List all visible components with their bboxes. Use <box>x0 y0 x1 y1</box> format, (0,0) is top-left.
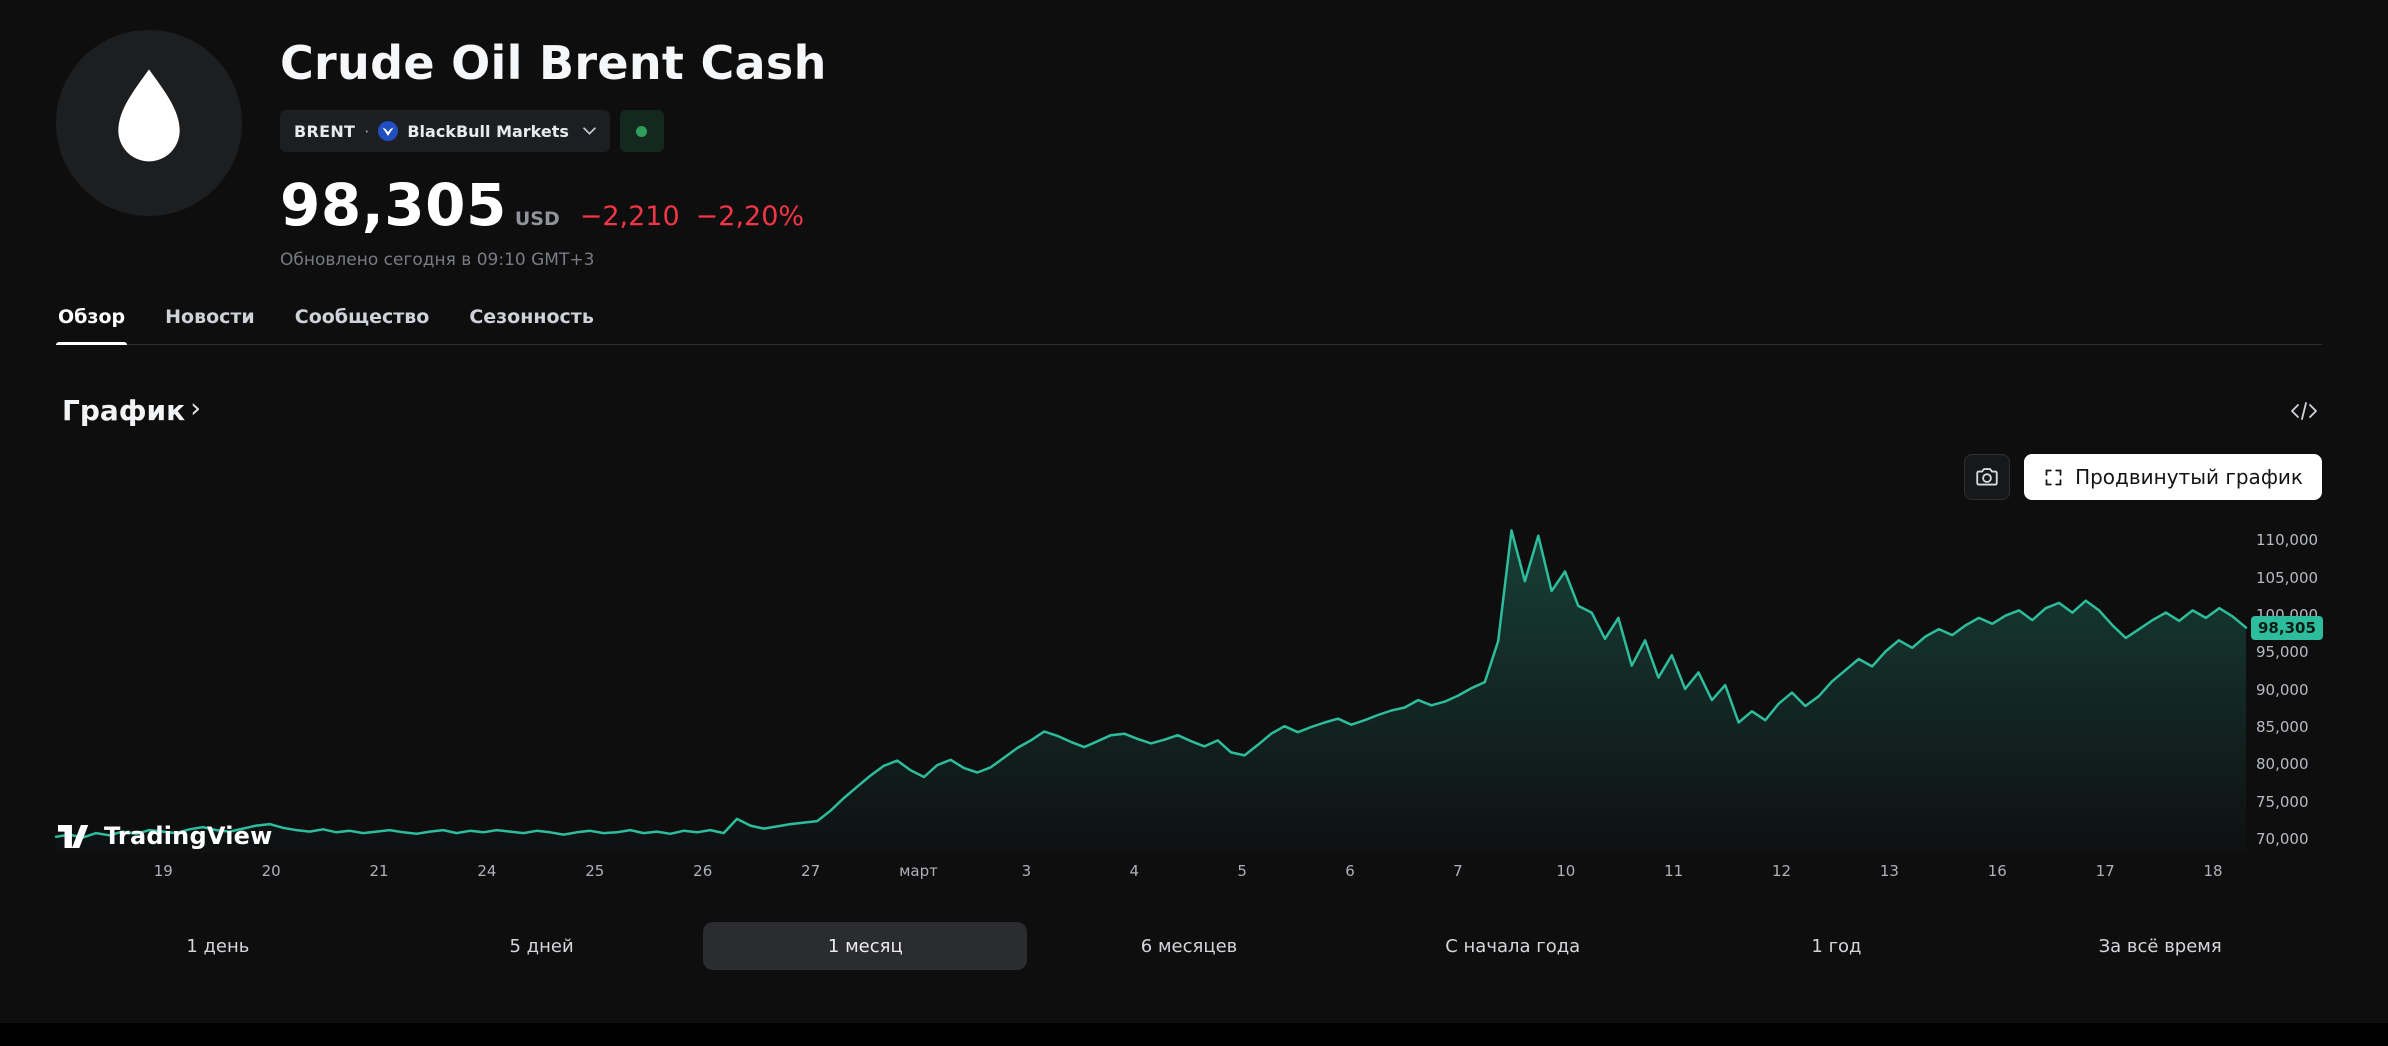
y-axis-label: 80,000 <box>2256 755 2309 774</box>
range-button[interactable]: 1 месяц <box>703 922 1028 970</box>
chart-canvas <box>54 529 2248 854</box>
expand-icon <box>2045 469 2062 485</box>
broker-name: BlackBull Markets <box>407 121 569 141</box>
blackbull-logo-icon <box>378 121 399 141</box>
price-chart[interactable]: TradingView <box>54 514 2248 854</box>
x-axis-label: 18 <box>2203 862 2223 880</box>
tab-item[interactable]: Сообщество <box>293 306 432 344</box>
chevron-down-icon <box>583 127 596 135</box>
code-icon <box>2291 401 2317 420</box>
x-axis-label: 10 <box>1556 862 1576 880</box>
separator-dot: · <box>364 121 370 141</box>
price-change: −2,210 −2,20% <box>580 201 804 232</box>
range-selector: 1 день 5 дней 1 месяц 6 месяцев С начала год… <box>56 922 2322 970</box>
section-title-text: График <box>62 394 186 427</box>
advanced-chart-label: Продвинутый график <box>2075 465 2303 489</box>
price-currency: USD <box>514 208 560 230</box>
page-tabs: Обзор Новости Сообщество Сезонность <box>56 306 2322 345</box>
chart-area-fill <box>56 530 2246 854</box>
y-axis-label: 75,000 <box>2256 792 2309 811</box>
chart-wrap: TradingView 110,000105,000100,00095,0009… <box>54 514 2323 854</box>
snapshot-button[interactable] <box>1964 454 2011 500</box>
tab-item[interactable]: Новости <box>163 306 257 344</box>
y-axis-label: 110,000 <box>2256 531 2319 550</box>
masthead: Crude Oil Brent Cash BRENT · BlackBull M… <box>56 30 2322 270</box>
x-axis-label: 16 <box>1987 862 2007 880</box>
x-axis-label: 21 <box>369 862 389 880</box>
chart-line <box>54 529 2248 839</box>
y-axis-label: 105,000 <box>2256 568 2319 587</box>
x-axis-label: 12 <box>1771 862 1792 880</box>
symbol-row: BRENT · BlackBull Markets <box>280 110 827 152</box>
range-button[interactable]: 1 год <box>1675 922 1999 970</box>
tab-item[interactable]: Сезонность <box>467 306 596 344</box>
chart-toolbar: Продвинутый график <box>56 454 2322 500</box>
x-axis-label: 13 <box>1879 862 1899 880</box>
range-button[interactable]: 5 дней <box>380 922 704 970</box>
tradingview-watermark[interactable]: TradingView <box>58 822 272 850</box>
oil-drop-icon <box>118 69 180 162</box>
range-button[interactable]: С начала года <box>1351 922 1675 970</box>
range-button[interactable]: 6 месяцев <box>1027 922 1351 970</box>
range-button[interactable]: За всё время <box>1998 922 2322 970</box>
last-update-note: Обновлено сегодня в 09:10 GMT+3 <box>280 250 595 270</box>
symbol-switcher[interactable]: BRENT · BlackBull Markets <box>280 110 610 152</box>
instrument-logo <box>56 30 242 216</box>
x-axis-label: март <box>899 862 938 880</box>
y-axis-label: 95,000 <box>2256 643 2309 662</box>
x-axis-label: 3 <box>1021 862 1032 880</box>
head-info: Crude Oil Brent Cash BRENT · BlackBull M… <box>280 30 827 270</box>
x-axis-label: 11 <box>1664 862 1684 880</box>
camera-icon <box>1976 468 1998 486</box>
tab-item[interactable]: Обзор <box>56 306 128 345</box>
market-status-chip[interactable] <box>619 110 664 152</box>
x-axis-label: 24 <box>477 862 497 880</box>
range-button[interactable]: 1 день <box>56 922 380 970</box>
section-head: График › <box>56 393 2322 428</box>
market-open-dot <box>636 125 648 137</box>
tradingview-logo-text: TradingView <box>104 822 273 850</box>
y-axis-label: 90,000 <box>2256 680 2309 699</box>
embed-code-button[interactable] <box>2286 396 2322 426</box>
price-axis[interactable]: 110,000105,000100,00095,00090,00085,0008… <box>2246 514 2323 854</box>
page-title: Crude Oil Brent Cash <box>280 36 827 90</box>
symbol-page: Crude Oil Brent Cash BRENT · BlackBull M… <box>0 0 2388 1023</box>
x-axis-label: 4 <box>1129 862 1139 880</box>
x-axis-label: 25 <box>585 862 605 880</box>
tradingview-logo-icon <box>58 824 89 848</box>
x-axis-label: 5 <box>1237 862 1247 880</box>
change-absolute: −2,210 <box>579 201 680 232</box>
symbol-code: BRENT <box>294 121 356 141</box>
last-price: 98,305 <box>280 171 507 239</box>
x-axis-label: 7 <box>1453 862 1463 880</box>
x-axis-label: 20 <box>261 862 281 880</box>
y-axis-label: 85,000 <box>2256 717 2309 736</box>
x-axis-label: 6 <box>1345 862 1355 880</box>
advanced-chart-button[interactable]: Продвинутый график <box>2024 454 2322 500</box>
last-price-tag: 98,305 <box>2251 615 2323 640</box>
change-percent: −2,20% <box>695 201 805 232</box>
bottom-strip <box>0 1023 2388 1046</box>
x-axis-label: 27 <box>801 862 821 880</box>
x-axis-label: 19 <box>153 862 173 880</box>
x-axis-label: 17 <box>2095 862 2115 880</box>
section-title-link[interactable]: График › <box>56 393 207 428</box>
chart-section: График › Продвинутый график <box>54 393 2323 888</box>
price-row: 98,305 USD −2,210 −2,20% <box>280 176 827 234</box>
x-axis-label: 26 <box>693 862 713 880</box>
y-axis-label: 70,000 <box>2256 830 2309 849</box>
chevron-right-icon: › <box>190 393 201 424</box>
time-axis[interactable]: 19 20 21 24 25 26 27 март 3 4 5 6 7 10 11 12 13 16 17 18 <box>56 854 2246 888</box>
